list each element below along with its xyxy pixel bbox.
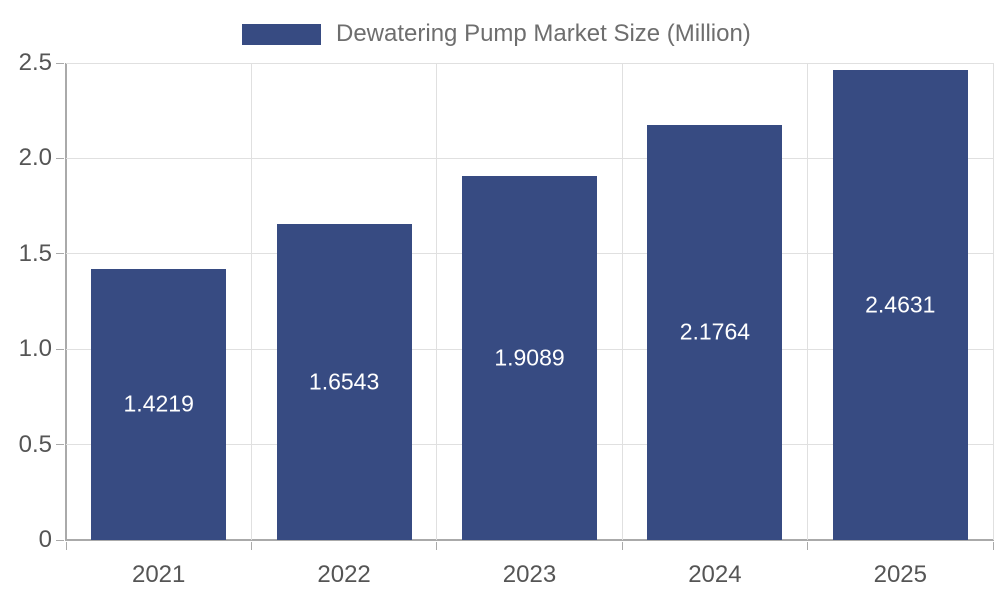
y-axis-tick [56, 157, 64, 159]
bar[interactable]: 2.4631 [832, 70, 968, 540]
plot-area: 1.4219 1.6543 1.9089 2.1764 2.4631 [56, 62, 994, 550]
x-axis-tick [621, 542, 623, 550]
y-axis-tick [56, 444, 64, 446]
x-axis-line [65, 539, 994, 541]
x-axis-tick [992, 542, 994, 550]
bar-value-label: 2.4631 [865, 291, 936, 318]
y-axis-tick-label: 1.0 [18, 335, 52, 363]
y-gridline [66, 62, 993, 64]
bar[interactable]: 1.6543 [276, 224, 412, 540]
legend-label: Dewatering Pump Market Size (Million) [336, 20, 751, 47]
x-gridline [807, 63, 809, 540]
x-axis-tick [807, 542, 809, 550]
bar[interactable]: 1.4219 [91, 268, 227, 540]
x-axis-tick-label: 2024 [688, 561, 742, 588]
bar-value-label: 1.9089 [494, 344, 565, 371]
y-axis-tick-label: 0.5 [18, 430, 52, 458]
x-gridline [436, 63, 438, 540]
y-axis-tick [56, 62, 64, 64]
x-axis-tick-label: 2021 [131, 561, 186, 588]
y-axis-tick-label: 2.0 [18, 144, 52, 172]
x-axis-tick-label: 2025 [873, 561, 927, 588]
y-axis-tick-label: 1.5 [18, 239, 52, 267]
bar[interactable]: 1.9089 [462, 175, 597, 540]
y-axis-tick-label: 0 [38, 526, 52, 553]
y-gridline [66, 157, 993, 159]
x-axis-tick [65, 542, 67, 550]
x-gridline [621, 63, 623, 540]
legend-swatch [242, 23, 321, 45]
bar-value-label: 2.1764 [679, 318, 751, 345]
x-gridline [992, 63, 994, 540]
y-axis-tick-label: 2.5 [18, 49, 52, 76]
x-axis-tick [250, 542, 252, 550]
legend-item[interactable]: Dewatering Pump Market Size (Million) [242, 20, 751, 48]
y-axis-line [65, 63, 67, 540]
y-axis-tick [56, 348, 64, 350]
y-axis-tick [56, 253, 64, 255]
bar-value-label: 1.6543 [308, 368, 380, 395]
x-gridline [250, 63, 252, 540]
bar-value-label: 1.4219 [123, 390, 194, 417]
y-axis-tick [56, 539, 64, 541]
x-axis-tick [436, 542, 438, 550]
x-axis-tick-label: 2022 [317, 561, 371, 588]
bar[interactable]: 2.1764 [647, 124, 783, 540]
x-axis-tick-label: 2023 [502, 561, 557, 588]
